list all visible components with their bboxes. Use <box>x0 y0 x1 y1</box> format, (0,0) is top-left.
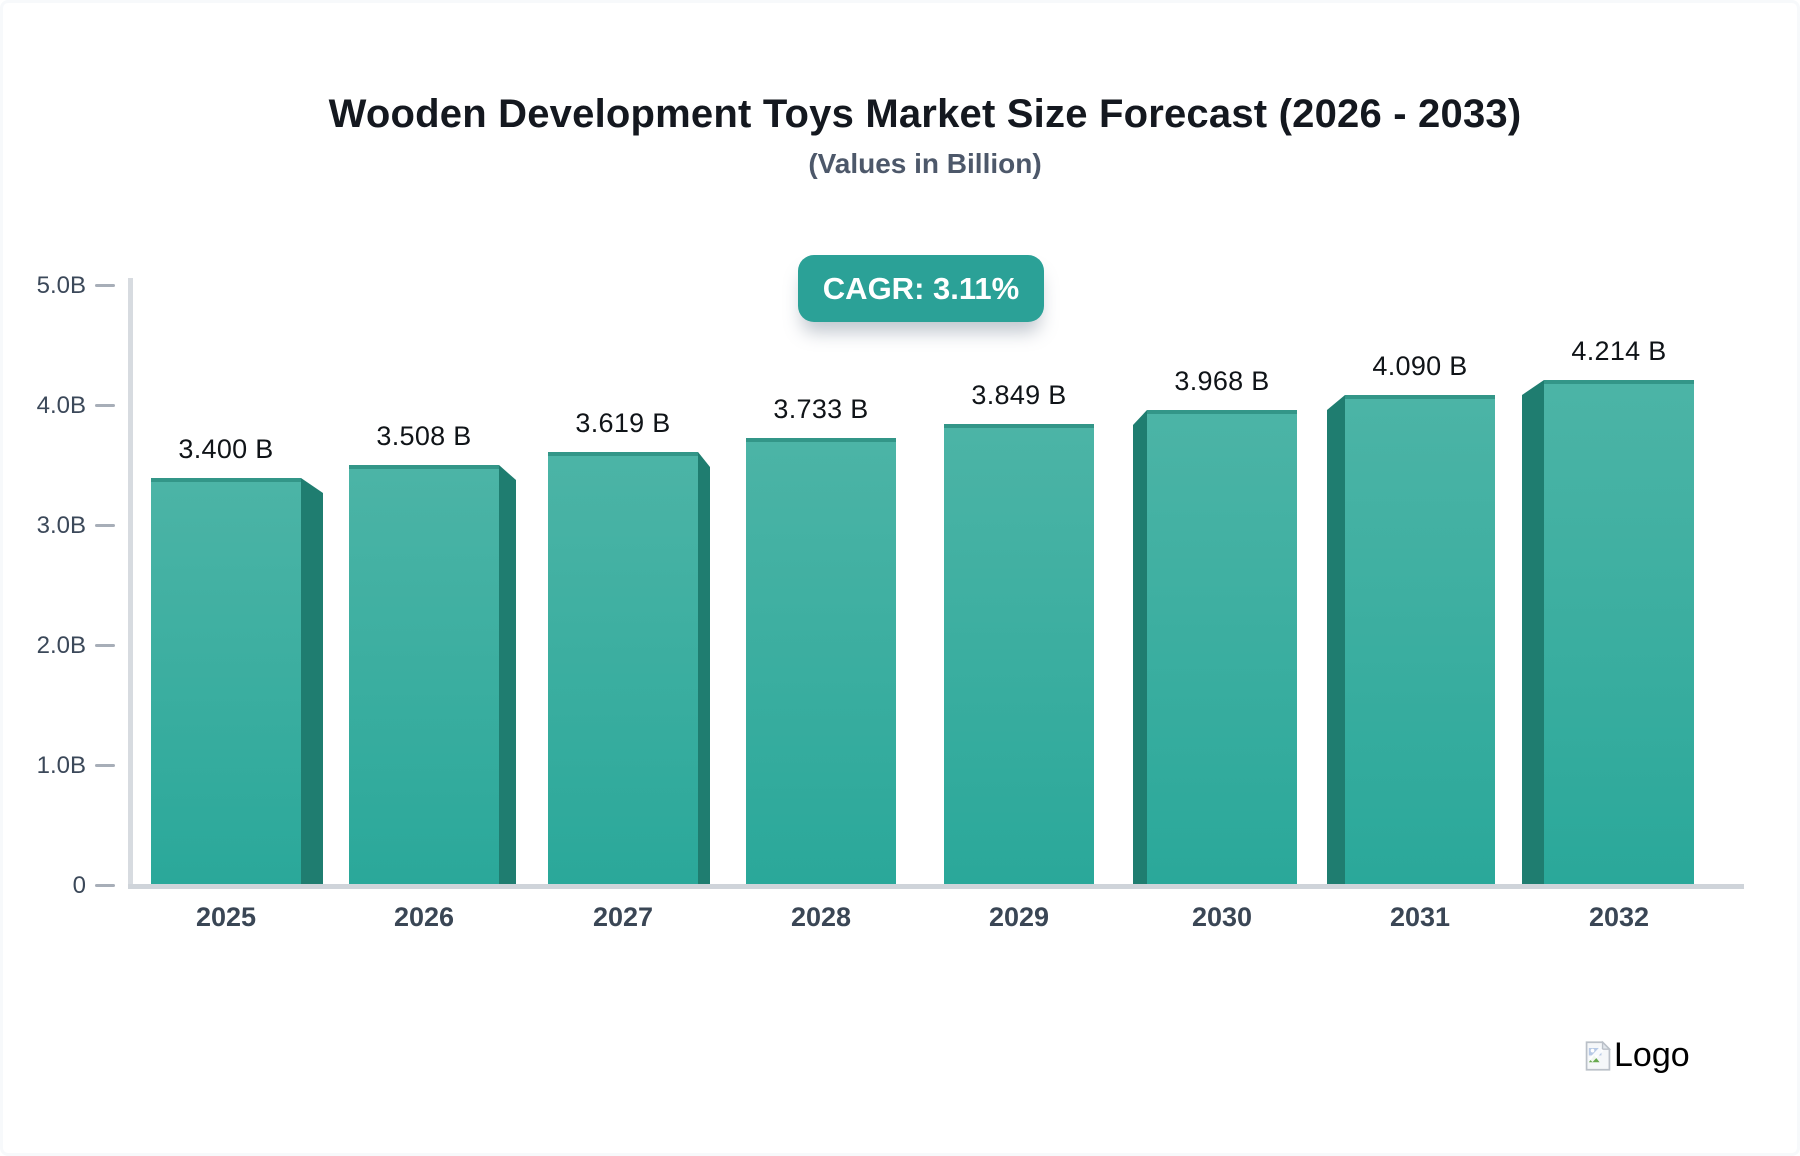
bar-top-edge <box>151 478 301 482</box>
bar-top-edge <box>1147 410 1297 414</box>
bar-3d-side <box>1133 410 1147 886</box>
y-tick-label: 5.0B <box>36 272 86 299</box>
bar-3d-side <box>499 465 516 886</box>
logo-text: Logo <box>1614 1036 1690 1074</box>
y-axis-line <box>128 278 133 888</box>
x-axis-label-2029: 2029 <box>988 902 1050 932</box>
y-tick-mark <box>95 764 115 767</box>
bar-2028 <box>746 438 896 886</box>
y-tick-label: 3.0B <box>36 512 86 539</box>
bar-2025 <box>151 478 301 886</box>
bar-2026 <box>349 465 499 886</box>
bar-top-edge <box>1345 395 1495 399</box>
bar-top-edge <box>349 465 499 469</box>
y-tick-label: 4.0B <box>36 392 86 419</box>
bar-3d-side <box>301 478 323 886</box>
x-axis-label-2025: 2025 <box>195 902 257 932</box>
bar-top-edge <box>548 452 698 456</box>
bar-2031 <box>1345 395 1495 886</box>
bar-value-label: 4.090 B <box>1372 351 1468 381</box>
x-axis-line <box>128 884 1744 889</box>
bar-top-edge <box>746 438 896 442</box>
y-tick-mark <box>95 884 115 887</box>
y-tick-mark <box>95 524 115 527</box>
bar-value-label: 3.849 B <box>971 380 1067 410</box>
x-axis-label-2032: 2032 <box>1588 902 1650 932</box>
x-axis-label-2031: 2031 <box>1389 902 1451 932</box>
bar-value-label: 3.508 B <box>376 421 472 451</box>
y-tick-label: 1.0B <box>36 752 86 779</box>
bar-3d-side <box>1327 395 1345 886</box>
bar-3d-side <box>698 452 710 886</box>
broken-image-icon <box>1583 1040 1613 1072</box>
bar-value-label: 3.968 B <box>1174 366 1270 396</box>
x-axis-label-2030: 2030 <box>1191 902 1253 932</box>
y-tick-mark <box>95 644 115 647</box>
bar-value-label: 3.619 B <box>575 408 671 438</box>
y-tick-mark <box>95 404 115 407</box>
y-tick-label: 2.0B <box>36 632 86 659</box>
x-axis-label-2028: 2028 <box>790 902 852 932</box>
bar-2032 <box>1544 380 1694 886</box>
x-axis-label-2026: 2026 <box>393 902 455 932</box>
bar-value-label: 4.214 B <box>1571 336 1667 366</box>
bar-2030 <box>1147 410 1297 886</box>
x-axis-label-2027: 2027 <box>592 902 654 932</box>
cagr-badge: CAGR: 3.11% <box>798 255 1044 322</box>
bar-2029 <box>944 424 1094 886</box>
bar-2027 <box>548 452 698 886</box>
logo: Logo <box>1583 1036 1690 1075</box>
bar-value-label: 3.400 B <box>178 434 274 464</box>
bar-top-edge <box>944 424 1094 428</box>
y-tick-mark <box>95 284 115 287</box>
bar-3d-side <box>1522 380 1544 886</box>
y-tick-label: 0 <box>72 872 86 899</box>
chart-title: Wooden Development Toys Market Size Fore… <box>328 92 1522 136</box>
bar-value-label: 3.733 B <box>773 394 869 424</box>
bar-top-edge <box>1544 380 1694 384</box>
chart-subtitle: (Values in Billion) <box>808 148 1042 179</box>
